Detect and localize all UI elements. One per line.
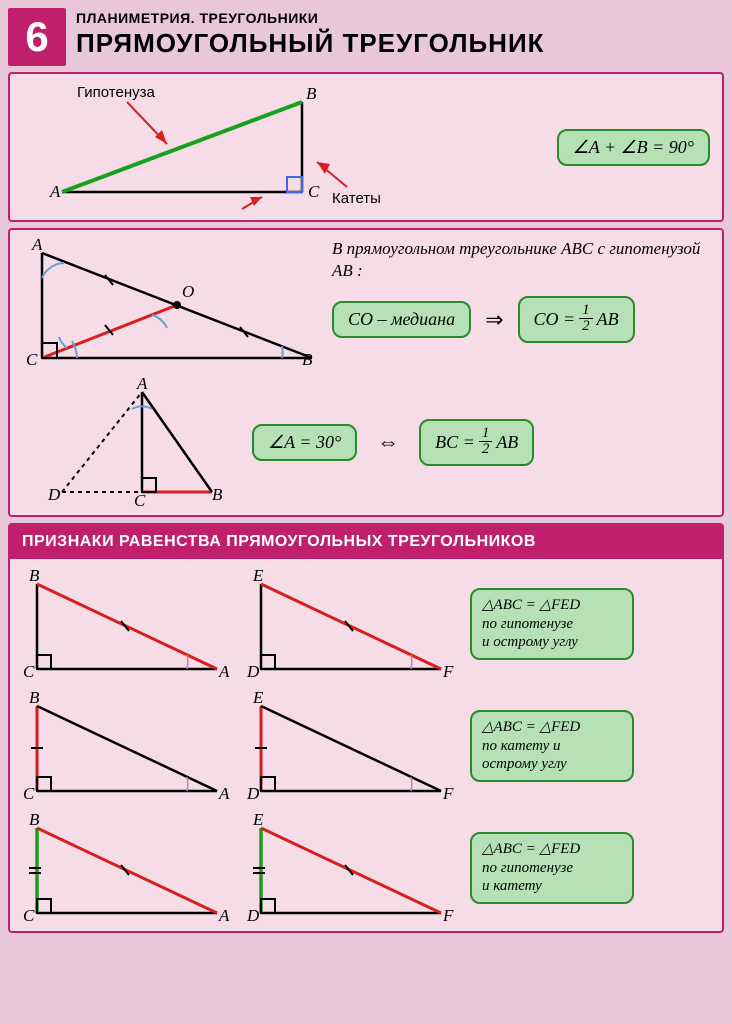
vertex-C: C: [308, 182, 319, 202]
criterion-1: △ABC = △FEDпо гипотенузеи острому углу: [470, 588, 634, 660]
subtitle: ПЛАНИМЕТРИЯ. ТРЕУГОЛЬНИКИ: [76, 10, 545, 26]
legs-label: Катеты: [332, 190, 381, 207]
vertex-C2: C: [26, 350, 37, 370]
median-text: В прямоугольном треугольнике ABC с гипот…: [332, 238, 710, 282]
arrow-icon: ⇒: [485, 307, 503, 333]
formula-angle30: ∠A = 30°: [252, 424, 357, 461]
hypotenuse-label: Гипотенуза: [77, 84, 155, 101]
point-O: O: [182, 282, 194, 302]
vertex-A2: A: [32, 235, 42, 255]
panel-top: Гипотенуза Катеты A B C ∠A + ∠B = 90°: [8, 72, 724, 222]
vertex-B: B: [306, 84, 316, 104]
formula-bc-half: BC = 12 AB: [419, 419, 534, 466]
tri-fed-2: E D F: [246, 691, 456, 801]
diagram-right-triangle: Гипотенуза Катеты A B C: [22, 82, 382, 212]
panel-bottom: ПРИЗНАКИ РАВЕНСТВА ПРЯМОУГОЛЬНЫХ ТРЕУГОЛ…: [8, 523, 724, 933]
section-title: ПРИЗНАКИ РАВЕНСТВА ПРЯМОУГОЛЬНЫХ ТРЕУГОЛ…: [10, 525, 722, 559]
vertex-A3: A: [137, 374, 147, 394]
title: ПРЯМОУГОЛЬНЫЙ ТРЕУГОЛЬНИК: [76, 28, 545, 59]
panel-middle: A C B O В прямоугольном треугольнике ABC…: [8, 228, 724, 517]
criterion-row-3: B C A E D F △ABC = △FEDпо гипотенузеи ка…: [22, 813, 710, 923]
formula-angle-sum: ∠A + ∠B = 90°: [557, 129, 710, 166]
vertex-B2: B: [302, 350, 312, 370]
diagram-30deg: A D C B: [42, 377, 232, 507]
vertex-D: D: [48, 485, 60, 505]
diagram-median: A C B O: [22, 238, 322, 373]
tri-fed-1: E D F: [246, 569, 456, 679]
criterion-2: △ABC = △FEDпо катету иострому углу: [470, 710, 634, 782]
header: 6 ПЛАНИМЕТРИЯ. ТРЕУГОЛЬНИКИ ПРЯМОУГОЛЬНЫ…: [8, 8, 724, 66]
formula-median: CO = 12 AB: [518, 296, 635, 343]
tri-abc-2: B C A: [22, 691, 232, 801]
criterion-row-1: B C A E D F △ABC = △FEDпо гипотенузеи ос…: [22, 569, 710, 679]
vertex-A: A: [50, 182, 60, 202]
iff-icon: ⇔: [377, 429, 399, 455]
tri-fed-3: E D F: [246, 813, 456, 923]
criterion-3: △ABC = △FEDпо гипотенузеи катету: [470, 832, 634, 904]
vertex-B3: B: [212, 485, 222, 505]
criterion-row-2: B C A E D F △ABC = △FEDпо катету иостром…: [22, 691, 710, 801]
tri-abc-3: B C A: [22, 813, 232, 923]
vertex-C3: C: [134, 491, 145, 511]
page-number-badge: 6: [8, 8, 66, 66]
tri-abc-1: B C A: [22, 569, 232, 679]
formula-median-label: CO – медиана: [332, 301, 471, 338]
